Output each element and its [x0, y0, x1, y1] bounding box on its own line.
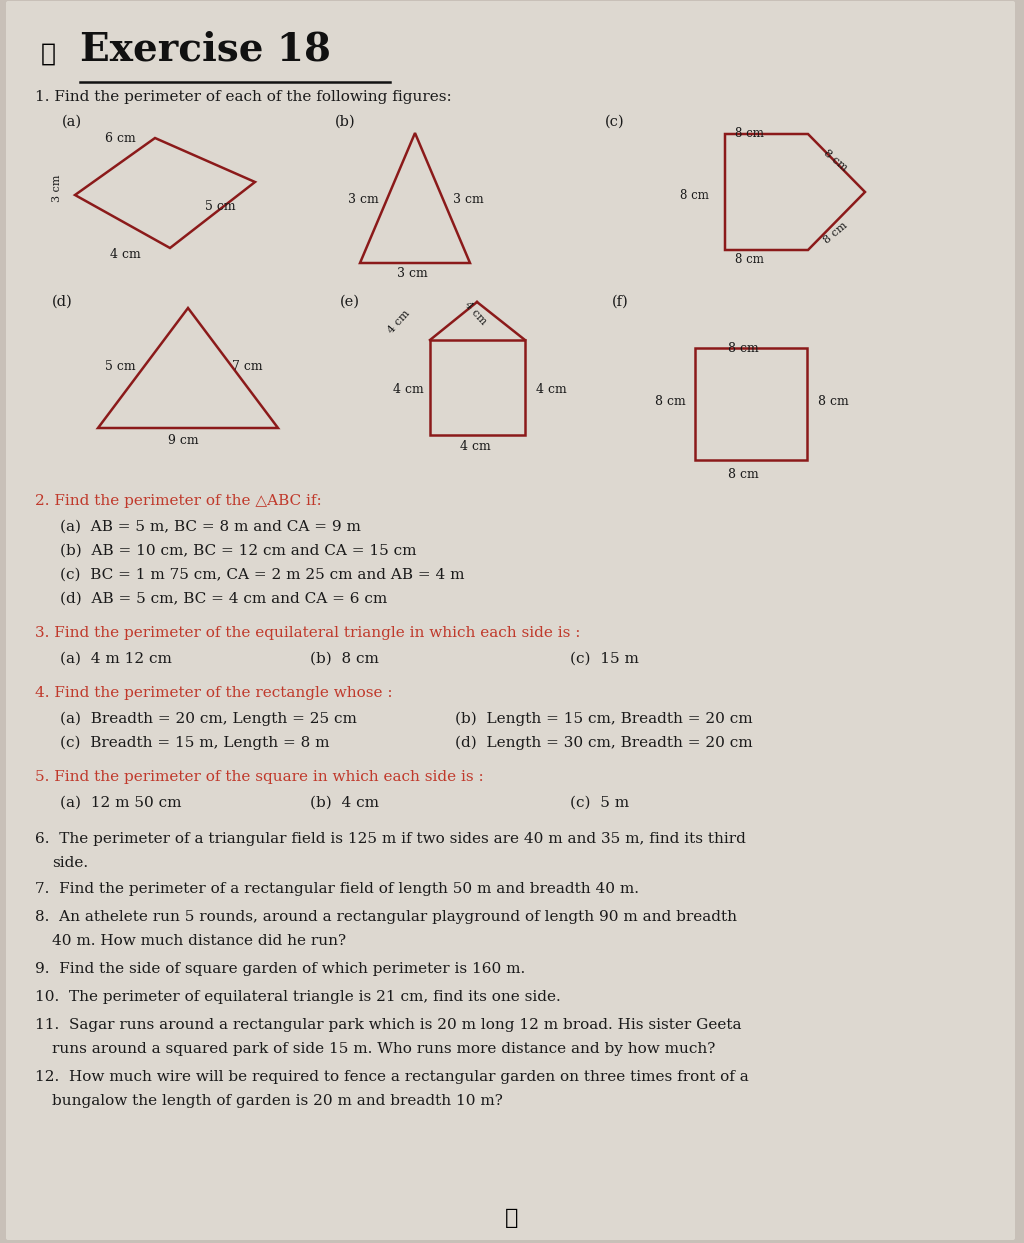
Text: (a)  12 m 50 cm: (a) 12 m 50 cm — [60, 796, 181, 810]
Text: 8 cm: 8 cm — [728, 342, 759, 355]
Text: 8 cm: 8 cm — [818, 395, 849, 408]
Text: 8 cm: 8 cm — [680, 189, 709, 201]
Text: (a)  4 m 12 cm: (a) 4 m 12 cm — [60, 653, 172, 666]
Text: 1. Find the perimeter of each of the following figures:: 1. Find the perimeter of each of the fol… — [35, 89, 452, 104]
Text: 7 cm: 7 cm — [232, 360, 262, 373]
Text: 8 cm: 8 cm — [822, 220, 850, 245]
Text: (a)  AB = 5 m, BC = 8 m and CA = 9 m: (a) AB = 5 m, BC = 8 m and CA = 9 m — [60, 520, 360, 534]
Text: 8 cm: 8 cm — [655, 395, 686, 408]
Text: 4 cm: 4 cm — [110, 249, 140, 261]
Text: (d): (d) — [52, 295, 73, 310]
Text: (e): (e) — [340, 295, 360, 310]
Text: 5 cm: 5 cm — [105, 360, 135, 373]
Text: 6.  The perimeter of a triangular field is 125 m if two sides are 40 m and 35 m,: 6. The perimeter of a triangular field i… — [35, 832, 745, 846]
Text: 2. Find the perimeter of the △ABC if:: 2. Find the perimeter of the △ABC if: — [35, 493, 322, 508]
Text: 40 m. How much distance did he run?: 40 m. How much distance did he run? — [52, 933, 346, 948]
FancyBboxPatch shape — [6, 1, 1015, 1241]
Text: (a)  Breadth = 20 cm, Length = 25 cm: (a) Breadth = 20 cm, Length = 25 cm — [60, 712, 357, 726]
Text: 4 cm: 4 cm — [393, 383, 424, 397]
Text: 8 cm: 8 cm — [735, 127, 764, 140]
Text: side.: side. — [52, 856, 88, 870]
Text: 3 cm: 3 cm — [453, 193, 483, 206]
Text: (c)  15 m: (c) 15 m — [570, 653, 639, 666]
Text: 3 cm: 3 cm — [52, 174, 62, 201]
Text: 3 cm: 3 cm — [397, 267, 428, 280]
Text: 4 cm: 4 cm — [463, 300, 488, 327]
Text: runs around a squared park of side 15 m. Who runs more distance and by how much?: runs around a squared park of side 15 m.… — [52, 1042, 716, 1057]
Text: 🧠: 🧠 — [505, 1208, 519, 1228]
Text: (b)  AB = 10 cm, BC = 12 cm and CA = 15 cm: (b) AB = 10 cm, BC = 12 cm and CA = 15 c… — [60, 544, 417, 558]
Text: (b)  8 cm: (b) 8 cm — [310, 653, 379, 666]
Text: (a): (a) — [62, 116, 82, 129]
Text: (b)  4 cm: (b) 4 cm — [310, 796, 379, 810]
Text: (b)  Length = 15 cm, Breadth = 20 cm: (b) Length = 15 cm, Breadth = 20 cm — [455, 712, 753, 726]
Text: (c)  BC = 1 m 75 cm, CA = 2 m 25 cm and AB = 4 m: (c) BC = 1 m 75 cm, CA = 2 m 25 cm and A… — [60, 568, 465, 582]
Text: 9.  Find the side of square garden of which perimeter is 160 m.: 9. Find the side of square garden of whi… — [35, 962, 525, 976]
Text: 4 cm: 4 cm — [386, 308, 412, 336]
Text: (c)  Breadth = 15 m, Length = 8 m: (c) Breadth = 15 m, Length = 8 m — [60, 736, 330, 751]
Text: (d)  Length = 30 cm, Breadth = 20 cm: (d) Length = 30 cm, Breadth = 20 cm — [455, 736, 753, 751]
Text: 8.  An athelete run 5 rounds, around a rectangular playground of length 90 m and: 8. An athelete run 5 rounds, around a re… — [35, 910, 737, 924]
Text: 12.  How much wire will be required to fence a rectangular garden on three times: 12. How much wire will be required to fe… — [35, 1070, 749, 1084]
Text: bungalow the length of garden is 20 m and breadth 10 m?: bungalow the length of garden is 20 m an… — [52, 1094, 503, 1108]
Text: 3. Find the perimeter of the equilateral triangle in which each side is :: 3. Find the perimeter of the equilateral… — [35, 626, 581, 640]
Text: 3 cm: 3 cm — [348, 193, 379, 206]
Text: 11.  Sagar runs around a rectangular park which is 20 m long 12 m broad. His sis: 11. Sagar runs around a rectangular park… — [35, 1018, 741, 1032]
Text: (c)  5 m: (c) 5 m — [570, 796, 629, 810]
Text: 6 cm: 6 cm — [105, 132, 136, 145]
Text: 5. Find the perimeter of the square in which each side is :: 5. Find the perimeter of the square in w… — [35, 769, 483, 784]
Text: 5 cm: 5 cm — [205, 200, 236, 213]
Text: 4 cm: 4 cm — [536, 383, 566, 397]
Text: (c): (c) — [605, 116, 625, 129]
Text: 9 cm: 9 cm — [168, 434, 199, 447]
Text: (f): (f) — [612, 295, 629, 310]
Text: 8 cm: 8 cm — [822, 148, 850, 173]
Text: (b): (b) — [335, 116, 355, 129]
Text: 8 cm: 8 cm — [728, 469, 759, 481]
Text: 🧠: 🧠 — [41, 42, 55, 66]
Text: Exercise 18: Exercise 18 — [80, 30, 331, 68]
Text: 8 cm: 8 cm — [735, 254, 764, 266]
Text: 4. Find the perimeter of the rectangle whose :: 4. Find the perimeter of the rectangle w… — [35, 686, 392, 700]
Text: 10.  The perimeter of equilateral triangle is 21 cm, find its one side.: 10. The perimeter of equilateral triangl… — [35, 989, 561, 1004]
Text: 4 cm: 4 cm — [460, 440, 490, 452]
Text: 7.  Find the perimeter of a rectangular field of length 50 m and breadth 40 m.: 7. Find the perimeter of a rectangular f… — [35, 883, 639, 896]
Text: (d)  AB = 5 cm, BC = 4 cm and CA = 6 cm: (d) AB = 5 cm, BC = 4 cm and CA = 6 cm — [60, 592, 387, 607]
